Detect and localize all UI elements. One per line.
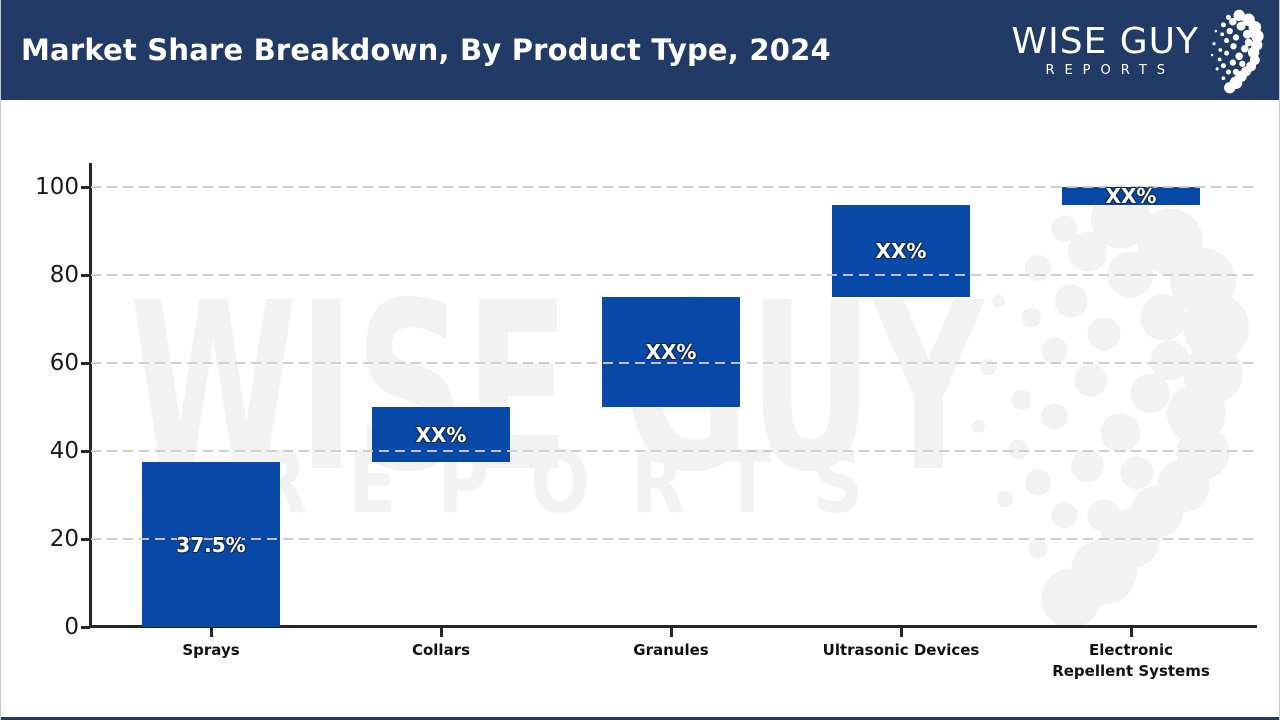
y-axis-line — [89, 163, 92, 628]
bar-segment — [372, 407, 510, 462]
footer-bar — [1, 717, 1279, 720]
x-axis-line — [89, 625, 1257, 628]
bar-value-label: XX% — [1105, 183, 1157, 208]
y-tick-mark — [81, 186, 90, 189]
x-category-label: Ultrasonic Devices — [781, 640, 1021, 661]
bar-segment — [142, 462, 280, 627]
y-tick-label: 40 — [49, 438, 79, 464]
x-category-label-line: Repellent Systems — [1052, 662, 1210, 680]
bar-value-label: XX% — [645, 340, 697, 364]
logo-text: WISE GUY REPORTS — [1011, 20, 1200, 78]
bar-segment — [832, 204, 970, 297]
bar-value-label: 37.5% — [176, 532, 246, 557]
y-tick-label: 0 — [64, 614, 79, 640]
page-title: Market Share Breakdown, By Product Type,… — [21, 33, 831, 67]
x-category-label-line: Sprays — [182, 641, 240, 659]
x-category-label-line: Ultrasonic Devices — [822, 641, 980, 659]
x-tick-mark — [1130, 628, 1133, 637]
logo-subtitle: REPORTS — [1045, 62, 1176, 78]
x-tick-mark — [670, 628, 673, 637]
x-tick-mark — [210, 628, 213, 637]
y-tick-mark — [81, 450, 90, 453]
x-category-label: Sprays — [91, 640, 331, 661]
gridline-80 — [91, 274, 1257, 276]
x-category-label: Collars — [321, 640, 561, 661]
x-category-label-line: Collars — [411, 641, 471, 659]
bar-segment — [602, 297, 740, 407]
y-tick-mark — [81, 626, 90, 629]
x-category-label: Electronic Repellent Systems — [1011, 640, 1251, 682]
bar-value-label: XX% — [875, 238, 927, 263]
y-tick-label: 60 — [49, 350, 79, 376]
x-category-label-line: Granules — [633, 641, 709, 659]
gridline-40 — [91, 450, 1257, 452]
x-tick-mark — [900, 628, 903, 637]
x-tick-mark — [440, 628, 443, 637]
y-tick-label: 80 — [49, 262, 79, 288]
header-bar: Market Share Breakdown, By Product Type,… — [1, 0, 1279, 100]
y-tick-mark — [81, 362, 90, 365]
watermark-subtitle: REPORTS — [253, 433, 905, 533]
gridline-60 — [91, 362, 1257, 364]
bar-segment — [1062, 187, 1200, 205]
y-tick-label: 20 — [49, 526, 79, 552]
bar-value-label: XX% — [415, 422, 467, 447]
gridline-100 — [91, 186, 1257, 188]
x-category-label-line: Electronic — [1088, 641, 1174, 659]
y-tick-mark — [81, 538, 90, 541]
x-category-label: Granules — [551, 640, 791, 661]
wise-guy-logo: WISE GUY REPORTS — [1012, 6, 1280, 94]
logo-wordmark: WISE GUY — [1011, 20, 1199, 62]
y-tick-mark — [81, 274, 90, 277]
gridline-20 — [91, 538, 1257, 540]
y-tick-label: 100 — [35, 174, 79, 200]
